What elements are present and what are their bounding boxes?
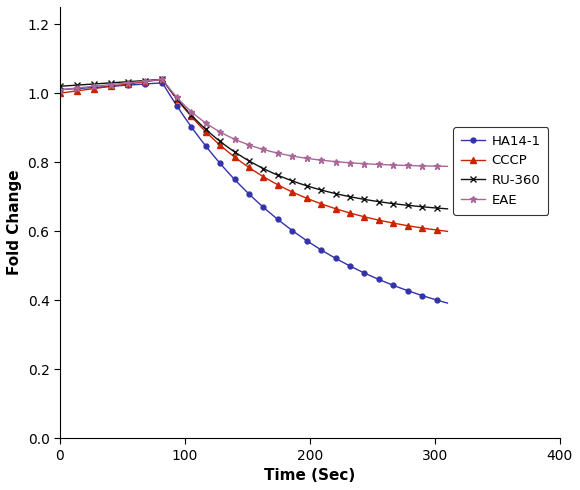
RU-360 [170,91,177,97]
HA14-1 [69,86,76,92]
CCCP [260,174,267,180]
HA14-1 [56,87,63,93]
HA14-1 [170,98,177,103]
CCCP [444,228,451,234]
Line: HA14-1: HA14-1 [57,80,450,305]
EAE [159,76,166,82]
RU-360 [433,205,440,211]
HA14-1 [159,80,166,86]
Y-axis label: Fold Change: Fold Change [7,170,22,275]
Legend: HA14-1, CCCP, RU-360, EAE: HA14-1, CCCP, RU-360, EAE [453,127,548,215]
CCCP [433,227,440,233]
RU-360 [69,82,76,88]
EAE [170,90,177,96]
HA14-1 [415,292,422,297]
RU-360 [184,108,191,114]
RU-360 [56,83,63,89]
Line: CCCP: CCCP [57,76,450,234]
RU-360 [159,76,166,82]
HA14-1 [184,119,191,124]
HA14-1 [444,300,451,306]
EAE [260,147,267,152]
EAE [69,85,76,91]
CCCP [159,76,166,82]
HA14-1 [260,204,267,210]
EAE [444,163,451,169]
RU-360 [444,206,451,212]
RU-360 [415,203,422,209]
EAE [56,87,63,93]
Line: RU-360: RU-360 [57,76,451,212]
CCCP [415,224,422,230]
Line: EAE: EAE [56,76,451,170]
RU-360 [260,166,267,171]
CCCP [170,92,177,98]
EAE [433,163,440,169]
X-axis label: Time (Sec): Time (Sec) [264,468,356,483]
EAE [184,105,191,111]
CCCP [56,90,63,96]
HA14-1 [433,297,440,303]
CCCP [184,109,191,115]
EAE [415,163,422,169]
CCCP [69,89,76,95]
